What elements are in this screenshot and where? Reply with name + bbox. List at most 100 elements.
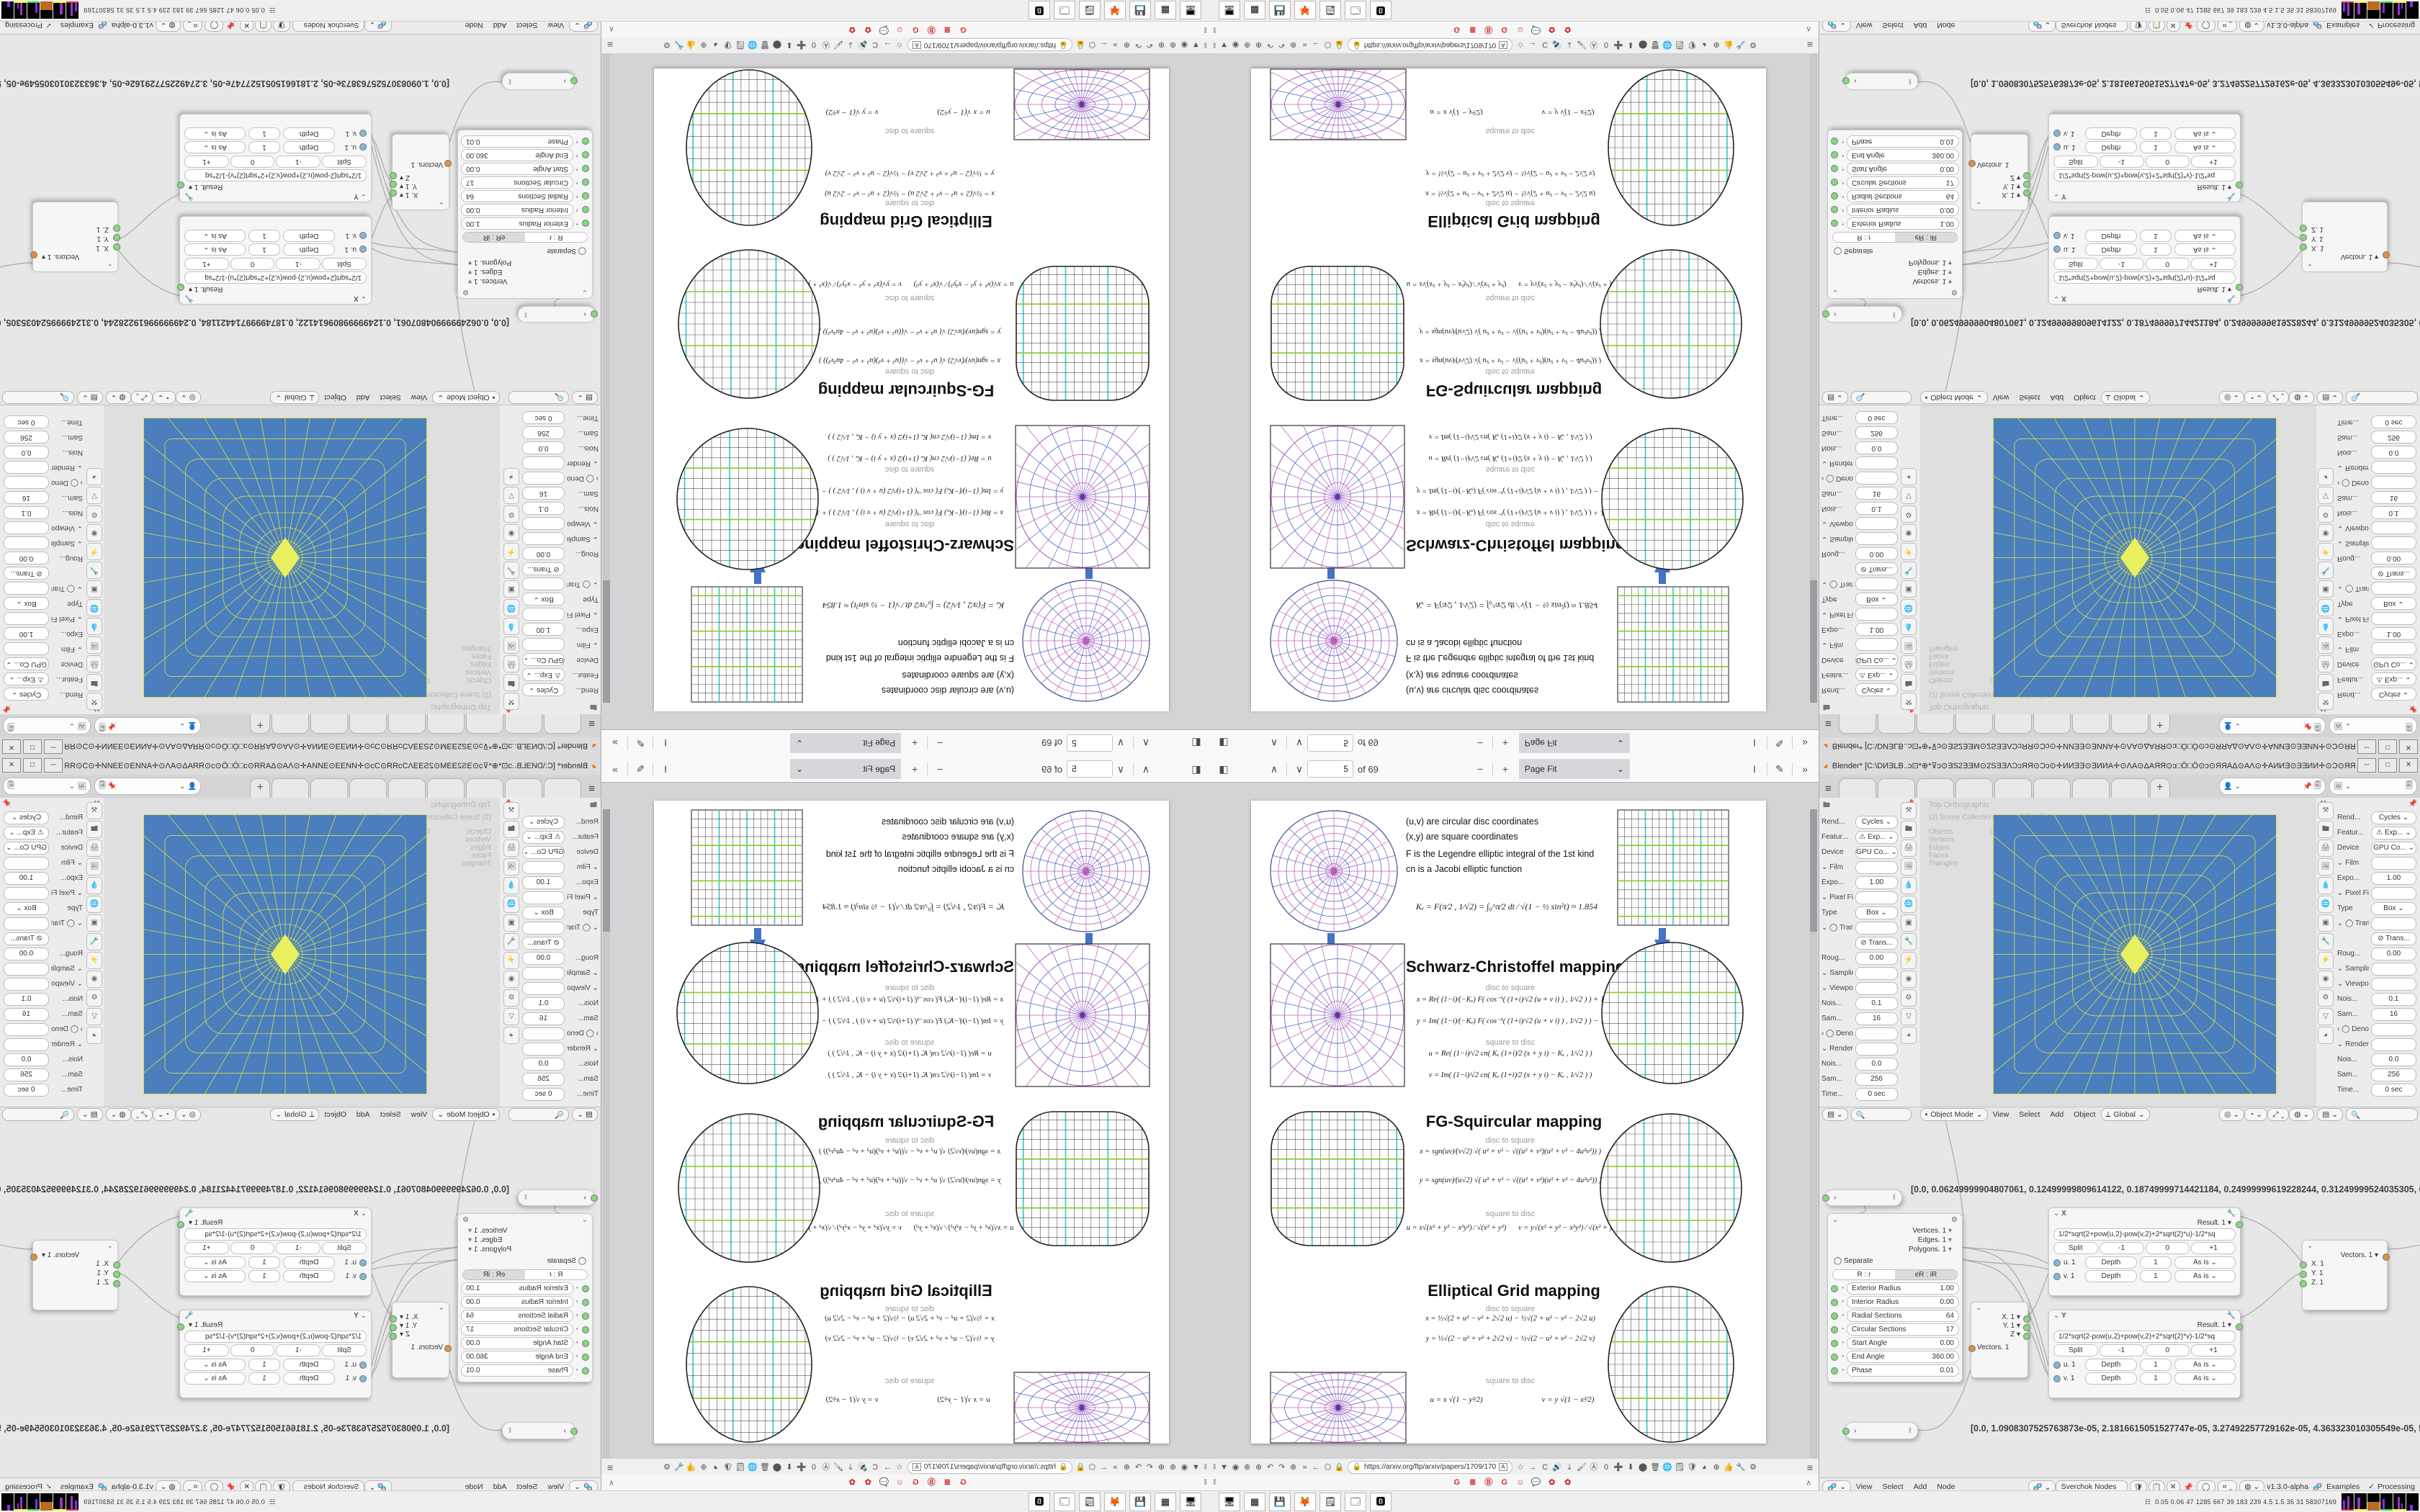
draw-icon[interactable]: ✎: [636, 737, 645, 750]
menu-view[interactable]: View: [1855, 21, 1873, 30]
formula-node-y[interactable]: ⌄ Y 🔧 Result. 1 ▾ 1/2*sqrt(2-pow(u,2)+pow…: [2048, 114, 2243, 202]
node-field-row[interactable]: ◔ Exterior Radius 1.00: [1828, 1282, 1962, 1295]
taskbar-app-icon[interactable]: 🗒: [1079, 1493, 1101, 1511]
node-field-row[interactable]: ◔ Start Angle 0.00: [1828, 162, 1962, 176]
bookmark-icon[interactable]: 💬: [879, 1478, 889, 1487]
taskbar-app-icon[interactable]: 🗒: [1079, 1, 1101, 19]
url-field[interactable]: 🔒 https://arxiv.org/ftp/arxiv/papers/170…: [908, 38, 1073, 52]
extension-icon[interactable]: 👍: [686, 1462, 696, 1472]
extension-icon[interactable]: 🗒: [735, 1462, 745, 1472]
property-row[interactable]: Roug... 0.00: [1819, 546, 1900, 562]
editor-type-dropdown[interactable]: ▤ ⌄: [77, 1108, 103, 1121]
extension-icon[interactable]: 🌐: [1662, 1462, 1672, 1472]
property-row[interactable]: ⌄ Render ⠿: [1819, 1041, 1900, 1056]
toggle-eriR[interactable]: eR : iR: [463, 1270, 525, 1279]
hamburger-icon[interactable]: ≡: [588, 717, 595, 729]
node-output-row[interactable]: Vertices. 1 ▾: [468, 1227, 508, 1235]
workspace-tab[interactable]: [1994, 778, 2032, 798]
zoom-out-icon[interactable]: −: [936, 763, 944, 775]
property-row[interactable]: Time... 0 sec: [2335, 415, 2419, 430]
extension-icon[interactable]: ⊕: [700, 1462, 707, 1472]
taskbar-app-icon[interactable]: ▦: [1155, 1, 1176, 19]
vector-in-node[interactable]: ⌄ X. 1 ▾ Y. 1 ▾ Z ▾ Vectors. 1: [390, 1302, 452, 1378]
wrench-icon[interactable]: 🔧: [184, 294, 194, 302]
editor-icon[interactable]: 🖿: [590, 801, 597, 809]
property-row[interactable]: Expo... 1.00: [1, 870, 85, 886]
nav-icon[interactable]: ←: [1099, 40, 1108, 50]
wrench-icon[interactable]: 🔧: [184, 1312, 194, 1320]
toolbar-handle[interactable]: ‖: [1213, 25, 1216, 34]
extension-icon[interactable]: ◕: [713, 40, 719, 50]
node-field-row[interactable]: ◔ Start Angle 0.00: [458, 162, 592, 176]
properties-tab-icon[interactable]: 🔧: [86, 562, 102, 579]
properties-tab-icon[interactable]: ⚡: [1901, 952, 1917, 969]
extension-icon[interactable]: 0: [1603, 1462, 1609, 1472]
taskbar-app-icon[interactable]: 🗔: [1054, 1493, 1075, 1511]
nav-icon[interactable]: ⊕: [1157, 40, 1165, 50]
workspace-tab[interactable]: [505, 714, 543, 734]
add-workspace-tab[interactable]: +: [250, 714, 271, 734]
node-output-row[interactable]: Result. 1 ▾: [2049, 1321, 2243, 1331]
node-input-row[interactable]: u. 1 Depth 1 As is ⌄: [180, 1256, 371, 1269]
search-field[interactable]: 🔍: [508, 1108, 570, 1121]
extension-icon[interactable]: ◕: [1701, 1462, 1707, 1472]
property-row[interactable]: ⌄ Viewport ⠿: [2335, 976, 2419, 991]
extension-icon[interactable]: ⚙: [663, 1462, 671, 1472]
property-row[interactable]: ⌄ Pixel Filter: [520, 890, 601, 905]
menu-icon[interactable]: ≡: [1806, 1461, 1813, 1473]
property-row[interactable]: Nois... 0.1: [2335, 991, 2419, 1007]
formula-node-x[interactable]: ⌄ X 🔧 Result. 1 ▾ 1/2*sqrt(2+pow(u,2)-pow…: [177, 216, 372, 305]
collapse-icon[interactable]: ∧: [608, 24, 615, 34]
translate-icon[interactable]: A: [1499, 41, 1507, 49]
workspace-tab[interactable]: [1916, 778, 1954, 798]
search-field[interactable]: 🔍: [2, 1108, 74, 1121]
nav-icon[interactable]: ⊕: [1255, 40, 1263, 50]
properties-tab-icon[interactable]: ⚡: [503, 952, 519, 969]
extension-icon[interactable]: 🔧: [674, 1462, 684, 1472]
property-row[interactable]: Type Box ⌄: [1819, 905, 1900, 920]
bookmark-icon[interactable]: 💬: [1531, 25, 1541, 34]
extension-icon[interactable]: ⚙: [1749, 1462, 1757, 1472]
extension-icon[interactable]: 👍: [1724, 40, 1734, 50]
extension-icon[interactable]: 🖌: [833, 1462, 843, 1472]
nav-icon[interactable]: ◉: [1180, 40, 1188, 50]
property-row[interactable]: ⊘ Trans...: [520, 562, 601, 577]
taskbar-app-icon[interactable]: 💾: [1129, 1, 1151, 19]
property-row[interactable]: Time... 0 sec: [520, 1086, 601, 1102]
properties-tab-icon[interactable]: ◉: [1901, 524, 1917, 541]
pdf-scrollbar[interactable]: [1810, 27, 1817, 703]
property-row[interactable]: Device GPU Co... ⌄: [1, 657, 85, 672]
extension-icon[interactable]: ⬇: [1627, 40, 1634, 50]
translate-icon[interactable]: A: [913, 1463, 921, 1471]
search-field[interactable]: 🔍: [2346, 391, 2418, 404]
node-field-row[interactable]: ◔ Circular Sections 17: [458, 176, 592, 189]
page-down-icon[interactable]: ∨: [1116, 762, 1125, 775]
seg-button[interactable]: -1: [276, 258, 321, 270]
property-row[interactable]: ⊘ Trans...: [1, 931, 85, 946]
separate-checkbox[interactable]: ◯ Separate: [1834, 247, 1873, 255]
property-row[interactable]: ⌄ Pixel Filter: [2335, 611, 2419, 626]
property-row[interactable]: Type Box ⌄: [1, 596, 85, 611]
properties-tab-icon[interactable]: ⚙: [503, 505, 519, 523]
node-output-row[interactable]: X. 1 ▾: [1971, 189, 2030, 199]
menu-view[interactable]: View: [547, 21, 565, 30]
formula-input[interactable]: 1/2*sqrt(2-pow(u,2)+pow(v,2)+2*sqrt(2)*v…: [2053, 169, 2236, 181]
hamburger-icon[interactable]: ≡: [1825, 717, 1832, 729]
property-row[interactable]: Sam... 16: [2335, 490, 2419, 505]
zoom-in-icon[interactable]: +: [1502, 763, 1509, 775]
property-row[interactable]: Expo... 1.00: [1, 626, 85, 642]
extension-icon[interactable]: ⤓: [1567, 1462, 1572, 1472]
properties-tab-icon[interactable]: ▽: [2318, 487, 2334, 504]
editor-type-dropdown[interactable]: ▤ ⌄: [572, 391, 598, 404]
nav-icon[interactable]: 🔒: [1075, 1462, 1086, 1472]
property-row[interactable]: Rend... Cycles ⌄: [2335, 687, 2419, 702]
taskbar-app-icon[interactable]: 🅱: [1370, 1493, 1392, 1511]
node-output-row[interactable]: Result. 1 ▾: [177, 1321, 371, 1331]
wrench-icon[interactable]: 🔧: [2226, 192, 2236, 200]
maximize-button[interactable]: □: [23, 739, 42, 754]
property-row[interactable]: Device GPU Co... ⌄: [1819, 652, 1900, 667]
zoom-select[interactable]: Page Fit ⌄: [1518, 733, 1630, 753]
extension-icon[interactable]: ➕: [1613, 1462, 1623, 1472]
properties-tab-icon[interactable]: ⚒: [86, 802, 102, 819]
properties-tab-icon[interactable]: 🖨: [86, 840, 102, 857]
